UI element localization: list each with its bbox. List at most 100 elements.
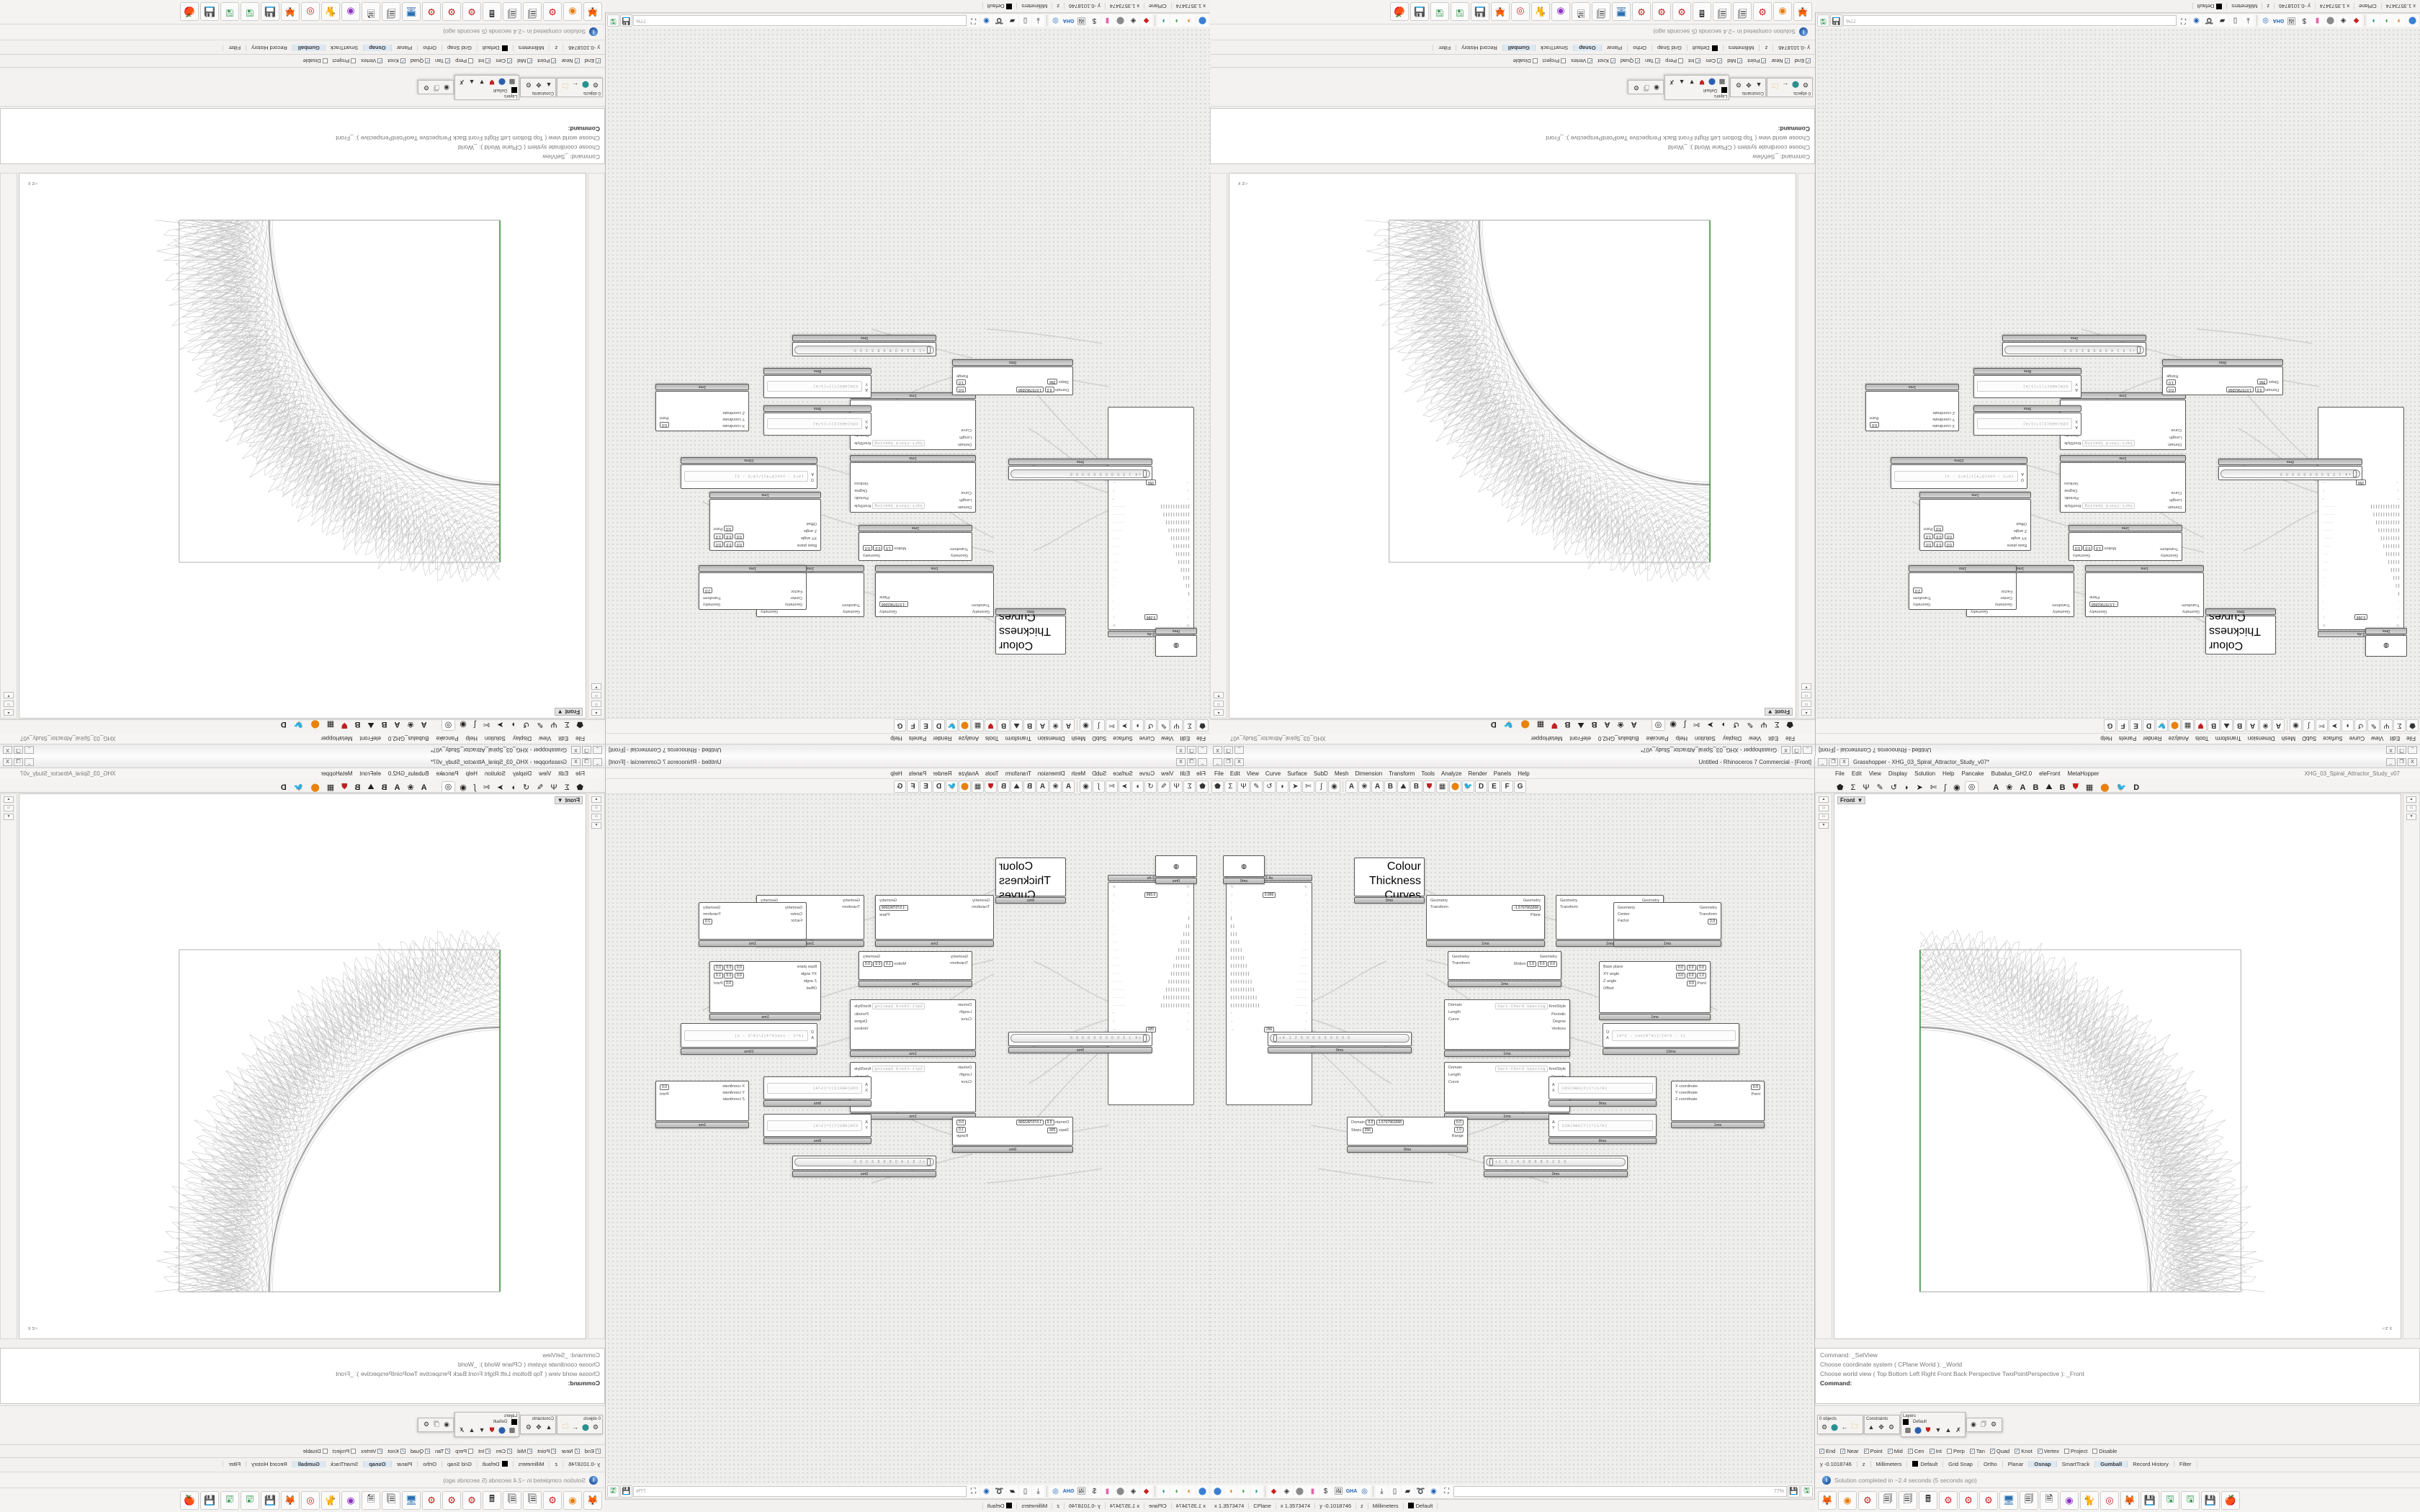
port-label[interactable]: A [2075, 387, 2078, 392]
scroller-knob[interactable] [1143, 1035, 1147, 1042]
fit-icon[interactable]: ⛶ [1440, 1485, 1453, 1498]
select-icon[interactable]: ⬟ [1196, 780, 1209, 793]
layer-row[interactable]: Default [1667, 87, 1727, 93]
port-label[interactable]: Factor [791, 919, 802, 923]
param-row[interactable]: ▫ ▫ [1113, 901, 1189, 904]
apple-icon[interactable]: 🍎 [180, 1490, 199, 1510]
map-icon[interactable]: ❀ [1358, 780, 1371, 793]
param-row[interactable]: ▎ · [1113, 592, 1189, 596]
gh-expression-main[interactable]: O A (A^2 - cos(O*4))/(A^2 - 1) 10ms [1891, 457, 2027, 489]
param-row[interactable]: ▎▎▎▎▎▎▎▎▎ ········· [2323, 528, 2399, 533]
port-label[interactable]: Center [2000, 595, 2012, 600]
osnap-tan[interactable]: ✓ Tan [1969, 1448, 1985, 1454]
port-label[interactable]: Factor [2001, 589, 2012, 593]
monitor-icon[interactable]: 🖥 [1999, 1490, 2018, 1510]
map-icon[interactable]: ❀ [1049, 719, 1062, 732]
gear-red-icon[interactable]: ⚙ [543, 2, 562, 22]
expression-text[interactable]: COS(ABS(X))^(1/A) [1977, 418, 2073, 430]
constraints-palette[interactable]: Constraints ▲ ✥ ⚙ [520, 1415, 556, 1434]
port-label[interactable]: Y coordinate [1932, 417, 1955, 421]
save-blue2-icon[interactable]: 💾 [200, 1490, 219, 1510]
port-label[interactable]: Length [959, 1010, 972, 1014]
scroller-digits[interactable]: 1 2 5 0 0 0 0 0 0 0 0 [1289, 1036, 1352, 1040]
port-label[interactable]: Motion [894, 962, 906, 966]
menu-item[interactable]: Panels [908, 770, 927, 777]
minimize-icon[interactable]: _ [1803, 746, 1812, 755]
port-label[interactable]: Domain [1448, 1003, 1462, 1007]
port-label[interactable]: Curve [2171, 490, 2182, 495]
motion-x[interactable]: 1.0 [883, 545, 893, 551]
port-label[interactable]: A [811, 472, 814, 476]
minimize-icon[interactable]: _ [2408, 746, 2417, 755]
money-icon[interactable]: $ [1088, 14, 1101, 27]
gear3-icon[interactable]: ⚙ [423, 84, 430, 91]
gha-icon[interactable]: GHA [1062, 14, 1075, 27]
text-f-icon[interactable]: F [2117, 719, 2129, 732]
gear-icon[interactable]: ⚙ [1821, 1423, 1828, 1431]
param-row[interactable]: ▎▎▎▎▎▎▎ ······· [1231, 963, 1307, 968]
expression-text[interactable]: (A^2 - cos(O*4))/(A^2 - 1) [1894, 471, 2018, 482]
port-label[interactable]: Length [2169, 435, 2182, 439]
up-triangle-icon[interactable]: ▲ [468, 1426, 475, 1434]
menu-item[interactable]: Tools [985, 770, 999, 777]
point-value[interactable]: 0.0 [1870, 422, 1879, 428]
port-label[interactable]: Colour [999, 860, 1034, 873]
gh-construct-point[interactable]: X coordinate Y coordinate Z coordinate 0… [655, 1081, 749, 1128]
blender-icon[interactable]: ◉ [1773, 2, 1792, 22]
tab-selected[interactable]: ◎ [1964, 781, 1979, 792]
tab-shield[interactable]: ⛊ [2072, 783, 2079, 791]
gh-menu-item[interactable]: Help [1675, 735, 1688, 742]
toggle-planar[interactable]: Planar [2003, 1461, 2030, 1467]
rail-page2-button[interactable]: ▭ [591, 814, 601, 820]
osnap-vertex[interactable]: ✓ Vertex [1571, 58, 1593, 64]
port-label[interactable]: Center [790, 595, 802, 600]
menu-item[interactable]: View [1161, 770, 1174, 777]
text-d-icon[interactable]: D [2143, 719, 2155, 732]
constraints-palette[interactable]: Constraints ▲ ✥ ⚙ [1730, 78, 1766, 97]
osnap-disable[interactable]: Disable [1513, 58, 1538, 64]
domain-to[interactable]: 1.5707963268 [1376, 1120, 1404, 1125]
menu-item[interactable]: Transform [1005, 770, 1031, 777]
text-a-icon[interactable]: A [1345, 780, 1358, 793]
map-icon[interactable]: ❀ [1049, 780, 1062, 793]
menu-item[interactable]: View [1161, 735, 1174, 742]
port-label[interactable]: Length [1448, 1010, 1461, 1014]
layer-blue-icon[interactable]: ⬤ [1196, 1485, 1209, 1498]
port-label[interactable]: Geometry [1452, 955, 1470, 959]
port-label[interactable]: Point [714, 981, 723, 986]
bold-b2-icon[interactable]: B [998, 780, 1010, 793]
colorwheel-icon[interactable]: ◉ [444, 84, 449, 91]
blender-icon[interactable]: ◉ [563, 1490, 582, 1510]
menu-item[interactable]: File [1196, 735, 1206, 742]
gh-data-recorder[interactable]: 2.4s ↻ ↻ ○ 0.996 ○ ▫ ▫ ▫ ▫ ▎ · ▎▎ ·· ▎▎▎ ··· ▎▎… [2318, 407, 2404, 637]
battery-icon[interactable]: ▯ [1019, 14, 1031, 27]
psi-icon[interactable]: Ψ [1170, 780, 1183, 793]
gear-icon[interactable]: ⚙ [1802, 81, 1809, 89]
osnap-cen[interactable]: ✓ Cen [1706, 58, 1723, 64]
toggle-planar[interactable]: Planar [390, 45, 418, 51]
port-label[interactable]: Geometry [703, 602, 721, 606]
tab-transform[interactable]: ∫ [473, 720, 476, 729]
layer-green-icon[interactable]: ◗ [2380, 14, 2393, 27]
tab-kangaroo[interactable]: A [1993, 783, 1999, 792]
folder-icon[interactable]: 🗀 [1772, 82, 1779, 89]
arrow-icon[interactable]: ➤ [1119, 780, 1131, 793]
monitor-icon[interactable]: 🖥 [402, 1490, 421, 1510]
tab-kangaroo[interactable]: A [1631, 720, 1637, 729]
osnap-knot[interactable]: ✓ Knot [387, 58, 405, 64]
save-green2-icon[interactable]: 🖫 [2181, 1490, 2200, 1510]
close-icon[interactable]: X [3, 746, 12, 755]
status-units[interactable]: Millimeters [1368, 1503, 1404, 1509]
param-row[interactable]: ▎▎▎▎ ···· [1231, 940, 1307, 945]
knotstyle-value[interactable]: Sqrt-Chord Spacing [872, 503, 925, 509]
left-rail[interactable]: ▲ ▭ ▭ ▼ [588, 793, 605, 1339]
gear3-icon[interactable]: ⚙ [423, 1421, 430, 1428]
tab-vector[interactable]: ✎ [537, 720, 544, 729]
toggle-gumball[interactable]: Gumball [292, 1461, 325, 1467]
param-row[interactable]: ↻ ↻ [1231, 884, 1307, 888]
port-label[interactable]: A [811, 1036, 814, 1040]
object-properties-palette[interactable]: 0 objects ⚙ ⬤ ← 🗀 [1817, 1415, 1863, 1434]
image-icon[interactable]: 🖼 [1075, 14, 1088, 27]
motion-y[interactable]: 0.0 [1537, 961, 1547, 967]
menu-item[interactable]: Transform [1005, 735, 1031, 742]
